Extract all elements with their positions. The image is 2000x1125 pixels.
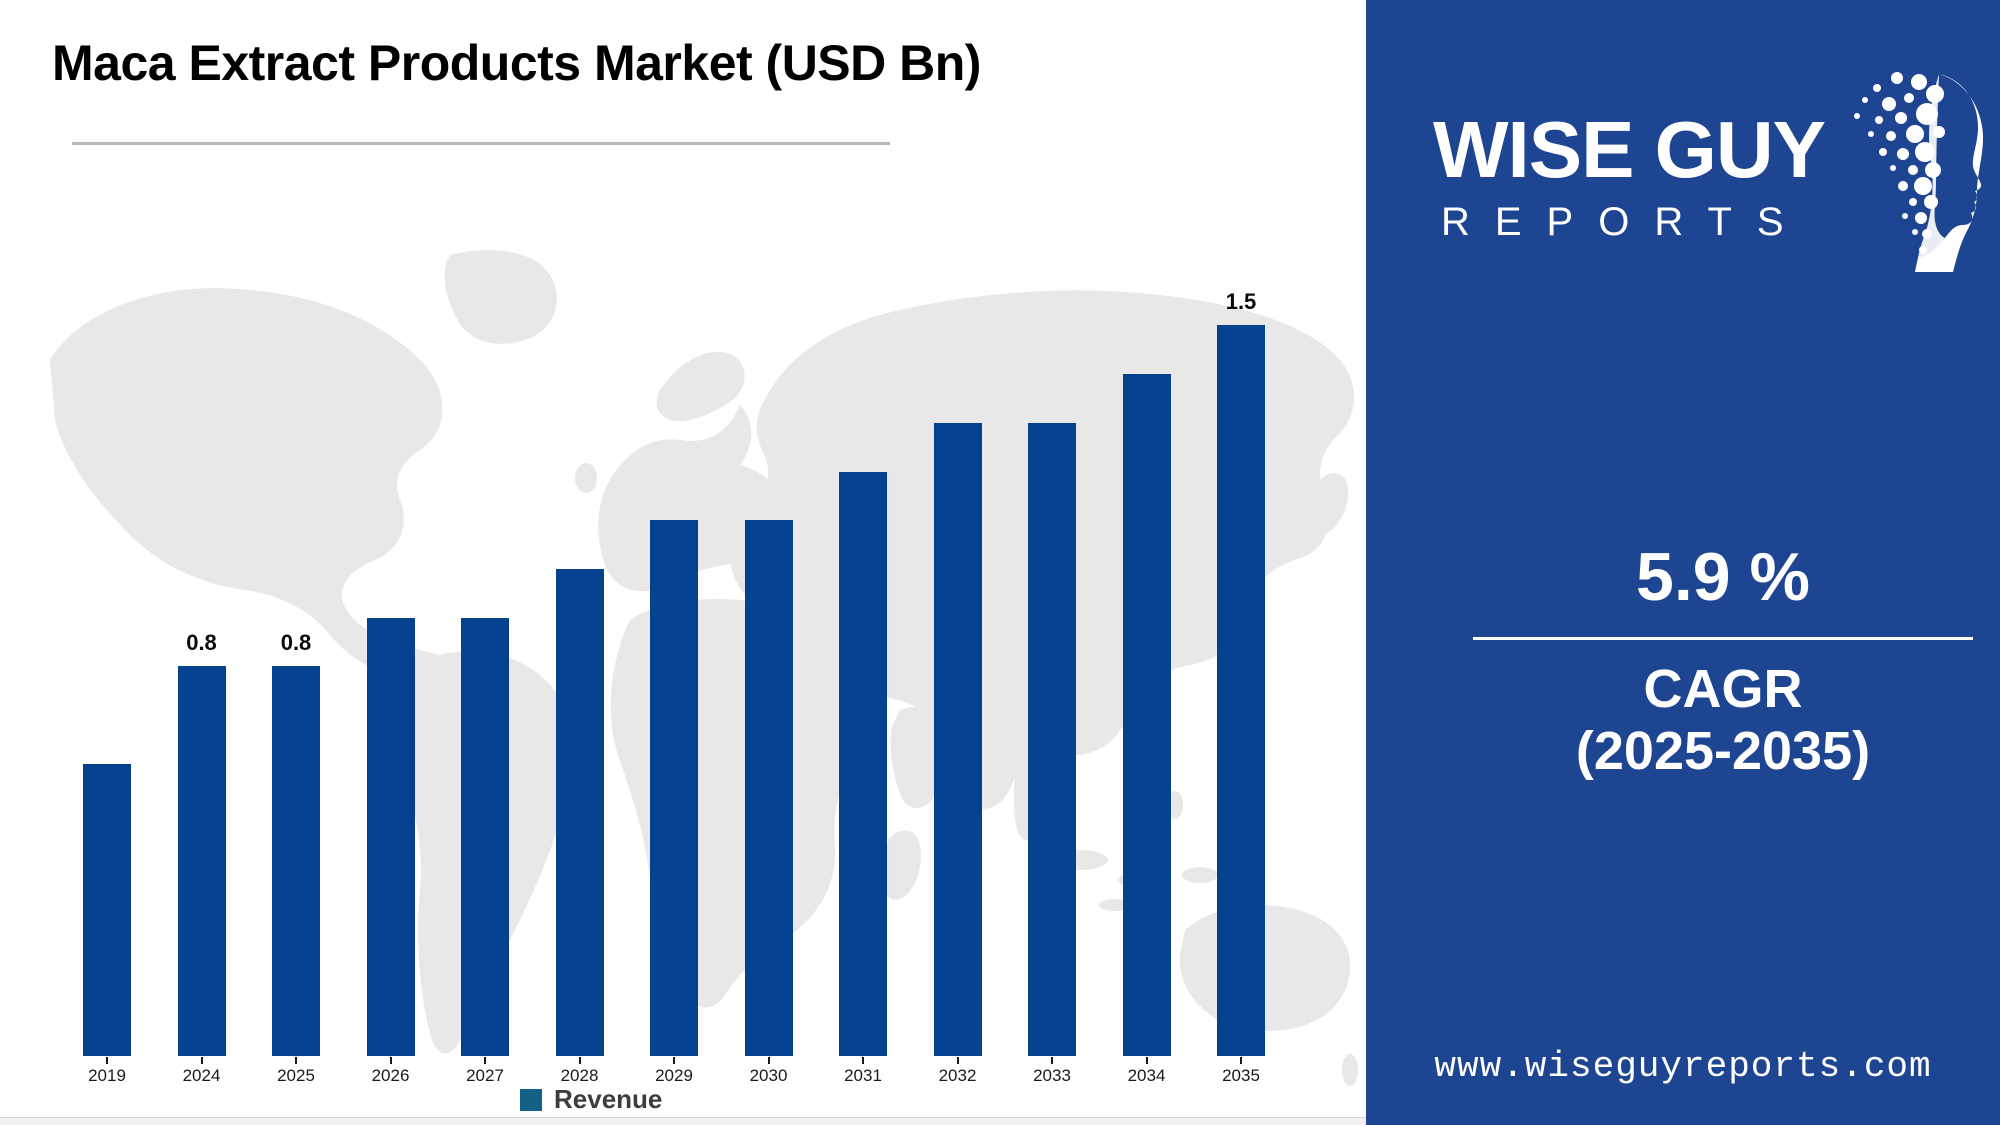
x-axis-label-2035: 2035 — [1222, 1066, 1260, 1085]
x-axis-label-2024: 2024 — [182, 1066, 221, 1085]
bar-2027[interactable] — [461, 618, 509, 1056]
logo-head-icon — [1854, 72, 1984, 272]
bar-2030[interactable] — [744, 520, 793, 1056]
x-axis-label-2029: 2029 — [655, 1066, 693, 1085]
bar-2029[interactable] — [650, 520, 698, 1056]
x-axis-label-2030: 2030 — [749, 1066, 788, 1085]
bar-value-label-2025: 0.8 — [280, 630, 312, 655]
x-axis-label-2028: 2028 — [560, 1066, 599, 1085]
title-underline — [72, 142, 890, 145]
x-axis-label-2019: 2019 — [88, 1066, 126, 1085]
bar-value-label-2024: 0.8 — [186, 630, 217, 655]
bar-2032[interactable] — [933, 423, 982, 1056]
x-axis-tick-2035 — [1240, 1057, 1242, 1064]
x-axis-tick-2033 — [1051, 1057, 1053, 1064]
legend-swatch — [520, 1088, 542, 1111]
cagr-label: CAGR — [1643, 659, 1803, 719]
logo-wordmark: WISE GUY — [1432, 105, 1826, 194]
cagr-block: 5.9 % CAGR (2025-2035) — [1406, 543, 2000, 782]
bar-2024[interactable] — [177, 666, 226, 1056]
x-axis-tick-2024 — [200, 1057, 203, 1064]
x-axis-label-2026: 2026 — [371, 1066, 410, 1085]
website-url[interactable]: www.wiseguyreports.com — [1434, 1046, 1932, 1087]
x-axis-tick-2028 — [578, 1057, 581, 1064]
legend-item-revenue[interactable]: Revenue — [520, 1084, 662, 1115]
x-axis-tick-2025 — [295, 1057, 297, 1064]
x-axis-label-2027: 2027 — [466, 1066, 504, 1085]
bar-2025[interactable] — [272, 666, 320, 1056]
cagr-period: (2025-2035) — [1575, 721, 1871, 782]
x-axis-tick-2031 — [862, 1057, 864, 1064]
legend-label: Revenue — [554, 1084, 663, 1114]
bar-2031[interactable] — [839, 472, 887, 1056]
x-axis-label-2032: 2032 — [938, 1066, 977, 1085]
x-axis-label-2033: 2033 — [1033, 1066, 1071, 1085]
chart-panel: Maca Extract Products Market (USD Bn) — [0, 35, 1366, 1125]
bar-2034[interactable] — [1122, 374, 1171, 1056]
sidebar: WISE GUY REPORTS — [1366, 0, 2000, 1125]
x-axis-label-2031: 2031 — [844, 1066, 882, 1085]
x-axis-tick-2032 — [956, 1057, 959, 1064]
x-axis-label-2034: 2034 — [1127, 1066, 1166, 1085]
page-title: Maca Extract Products Market (USD Bn) — [52, 35, 981, 91]
brand-logo: WISE GUY REPORTS — [1366, 66, 2000, 276]
cagr-value: 5.9 % — [1636, 539, 1810, 615]
x-axis-tick-2029 — [673, 1057, 675, 1064]
plot-area: 2019 2024 0.8 2025 0.8 2026 2027 2028 2029 2030 20… — [83, 289, 1265, 1085]
x-axis-tick-2027 — [484, 1057, 486, 1064]
bar-value-label-2035: 1.5 — [1225, 289, 1257, 314]
bar-2035[interactable] — [1217, 325, 1265, 1056]
x-axis-tick-2026 — [389, 1057, 392, 1064]
bar-2028[interactable] — [555, 569, 604, 1056]
bottom-border-strip — [0, 1117, 1366, 1125]
x-axis-tick-2019 — [106, 1057, 108, 1064]
bar-2019[interactable] — [83, 764, 131, 1056]
bar-2026[interactable] — [366, 618, 415, 1056]
cagr-divider — [1473, 637, 1973, 640]
x-axis-tick-2030 — [767, 1057, 770, 1064]
x-axis-tick-2034 — [1145, 1057, 1148, 1064]
x-axis-label-2025: 2025 — [277, 1066, 315, 1085]
bar-2033[interactable] — [1028, 423, 1076, 1056]
logo-subtitle: REPORTS — [1440, 200, 1809, 244]
